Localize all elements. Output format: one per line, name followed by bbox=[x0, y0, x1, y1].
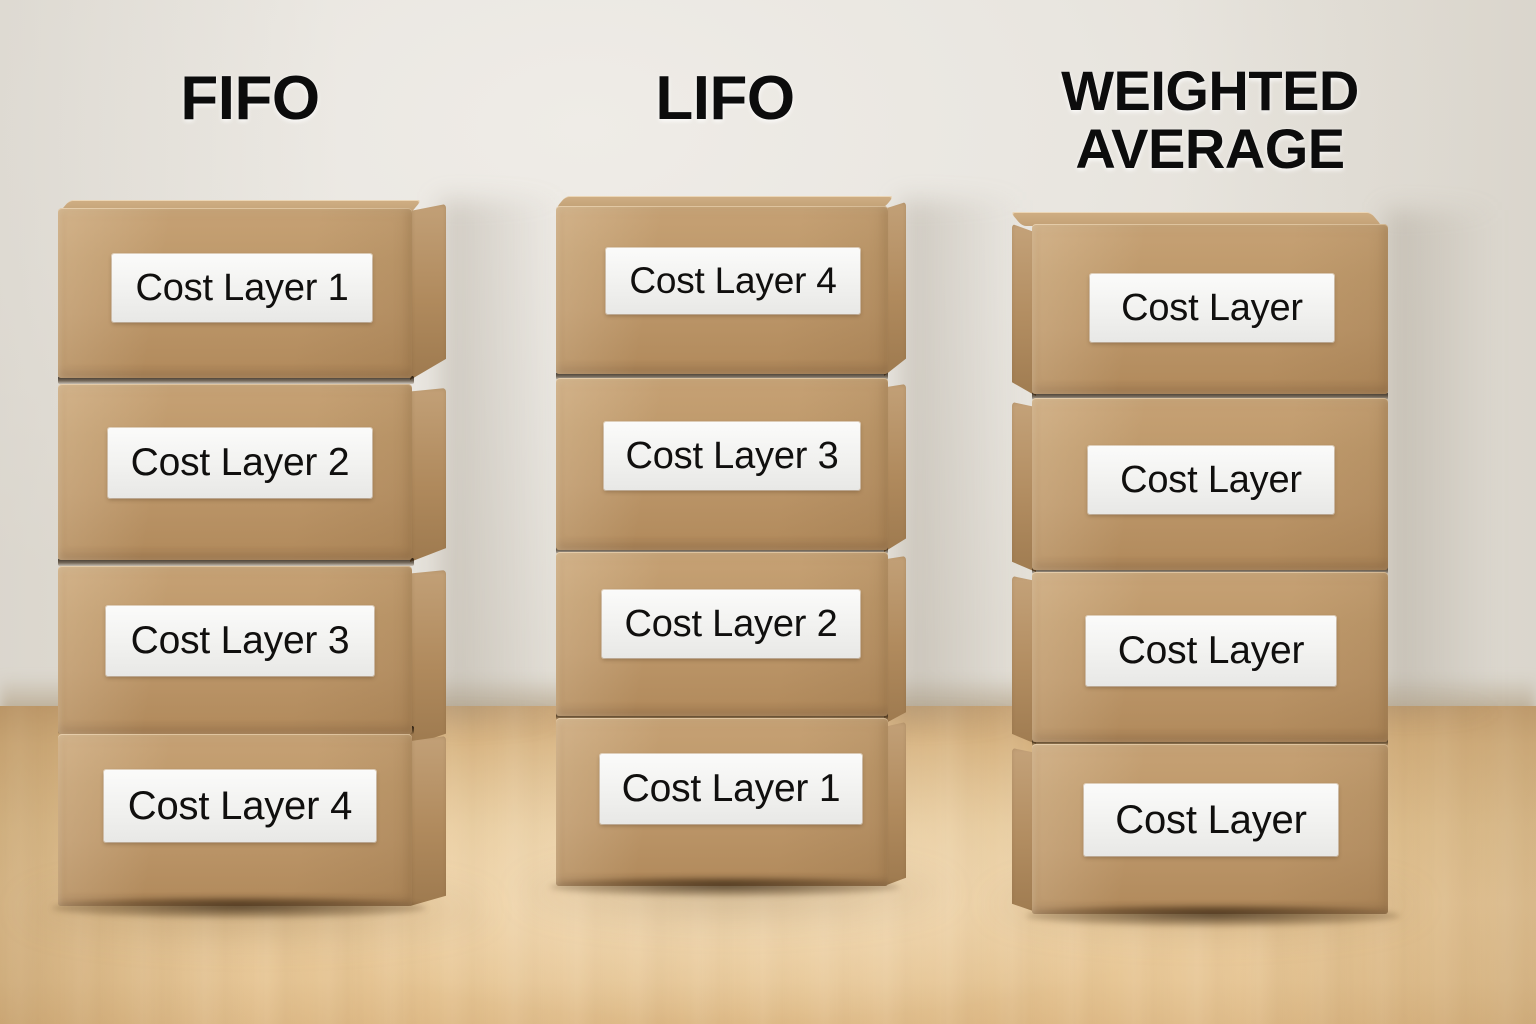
box-fifo-4[interactable]: Cost Layer 4 bbox=[58, 734, 412, 906]
box-label-text: Cost Layer 1 bbox=[621, 767, 841, 810]
box-label-lifo-1: Cost Layer 1 bbox=[600, 754, 862, 824]
box-label-fifo-4: Cost Layer 4 bbox=[104, 770, 376, 842]
box-label-wavg-2: Cost Layer bbox=[1088, 446, 1334, 514]
box-label-fifo-1: Cost Layer 1 bbox=[112, 254, 372, 322]
box-label-fifo-3: Cost Layer 3 bbox=[106, 606, 374, 676]
wall-shadow-lifo bbox=[900, 200, 1020, 720]
box-label-text: Cost Layer 3 bbox=[130, 619, 350, 662]
box-seam-wavg-2-3 bbox=[1032, 566, 1388, 574]
wall-shadow-wavg bbox=[1385, 210, 1495, 710]
wall-shadow-fifo bbox=[440, 200, 560, 720]
box-label-text: Cost Layer 2 bbox=[624, 602, 838, 645]
box-wavg-4[interactable]: Cost Layer bbox=[1032, 744, 1388, 914]
box-side-fifo-3 bbox=[410, 570, 446, 746]
box-fifo-1[interactable]: Cost Layer 1 bbox=[58, 208, 412, 378]
box-label-text: Cost Layer 4 bbox=[127, 783, 353, 828]
box-label-lifo-3: Cost Layer 3 bbox=[604, 422, 860, 490]
box-wavg-2[interactable]: Cost Layer bbox=[1032, 398, 1388, 570]
box-side-fifo-1 bbox=[410, 204, 446, 380]
box-fifo-2[interactable]: Cost Layer 2 bbox=[58, 384, 412, 560]
box-label-text: Cost Layer 4 bbox=[629, 260, 837, 301]
box-label-text: Cost Layer bbox=[1121, 286, 1303, 329]
box-seam-lifo-2-1 bbox=[556, 712, 888, 720]
box-seam-fifo-1-2 bbox=[58, 376, 414, 384]
box-label-lifo-4: Cost Layer 4 bbox=[606, 248, 860, 314]
box-wavg-3[interactable]: Cost Layer bbox=[1032, 572, 1388, 742]
column-heading-lifo: LIFO bbox=[655, 64, 795, 133]
box-side-lifo-3 bbox=[884, 384, 906, 552]
box-fifo-3[interactable]: Cost Layer 3 bbox=[58, 566, 412, 734]
box-side-lifo-4 bbox=[884, 202, 906, 376]
box-lifo-2[interactable]: Cost Layer 2 bbox=[556, 552, 888, 716]
box-label-wavg-1: Cost Layer bbox=[1090, 274, 1334, 342]
box-label-lifo-2: Cost Layer 2 bbox=[602, 590, 860, 658]
box-side-fifo-2 bbox=[410, 388, 446, 562]
box-seam-lifo-3-2 bbox=[556, 546, 888, 554]
box-lifo-1[interactable]: Cost Layer 1 bbox=[556, 718, 888, 886]
box-label-text: Cost Layer 2 bbox=[130, 441, 350, 484]
box-lifo-4[interactable]: Cost Layer 4 bbox=[556, 206, 888, 374]
box-seam-wavg-1-2 bbox=[1032, 392, 1388, 400]
box-seam-wavg-3-4 bbox=[1032, 738, 1388, 746]
column-heading-weighted-average: WEIGHTED AVERAGE bbox=[1061, 59, 1359, 181]
box-label-wavg-4: Cost Layer bbox=[1084, 784, 1338, 856]
box-side-lifo-2 bbox=[884, 556, 906, 724]
contact-shadow-fifo bbox=[52, 898, 426, 918]
box-lifo-3[interactable]: Cost Layer 3 bbox=[556, 378, 888, 550]
contact-shadow-wavg bbox=[1026, 906, 1400, 926]
box-side-lifo-1 bbox=[884, 722, 906, 886]
box-wavg-1[interactable]: Cost Layer bbox=[1032, 224, 1388, 394]
box-label-wavg-3: Cost Layer bbox=[1086, 616, 1336, 686]
box-label-fifo-2: Cost Layer 2 bbox=[108, 428, 372, 498]
box-label-text: Cost Layer bbox=[1115, 797, 1307, 842]
contact-shadow-lifo bbox=[550, 878, 900, 896]
box-side-fifo-4 bbox=[410, 736, 446, 906]
box-seam-lifo-4-3 bbox=[556, 372, 888, 380]
box-label-text: Cost Layer bbox=[1120, 458, 1302, 501]
box-seam-fifo-2-3 bbox=[58, 558, 414, 566]
column-heading-fifo: FIFO bbox=[180, 64, 320, 133]
box-label-text: Cost Layer 1 bbox=[135, 266, 349, 309]
box-label-text: Cost Layer 3 bbox=[625, 434, 839, 477]
box-label-text: Cost Layer bbox=[1117, 629, 1305, 672]
